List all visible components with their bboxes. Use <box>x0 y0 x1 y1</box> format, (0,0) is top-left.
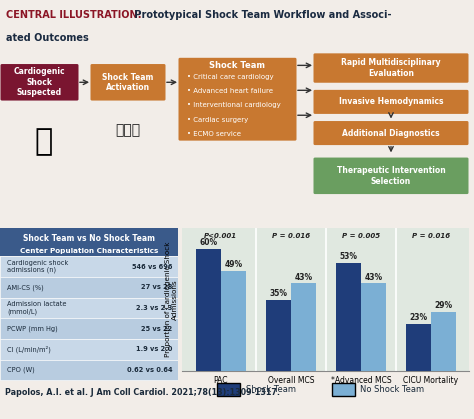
Text: Shock Team
Activation: Shock Team Activation <box>102 72 154 92</box>
FancyBboxPatch shape <box>0 360 178 380</box>
Text: Shock Team: Shock Team <box>209 61 265 70</box>
FancyBboxPatch shape <box>0 318 178 339</box>
Bar <box>431 312 456 371</box>
Text: P = 0.016: P = 0.016 <box>412 233 450 239</box>
Text: Cardiogenic Shock
Suspected: Cardiogenic Shock Suspected <box>14 67 65 97</box>
Bar <box>336 263 361 371</box>
Text: AMI-CS (%): AMI-CS (%) <box>7 284 44 290</box>
Text: Center Population Characteristics: Center Population Characteristics <box>20 248 158 254</box>
Text: ated Outcomes: ated Outcomes <box>6 33 89 43</box>
Text: 43%: 43% <box>294 273 312 282</box>
Text: 🫀: 🫀 <box>35 127 53 156</box>
Text: 👤👤👤: 👤👤👤 <box>116 123 141 137</box>
FancyBboxPatch shape <box>217 383 240 396</box>
Text: • Advanced heart failure: • Advanced heart failure <box>187 88 273 94</box>
Text: 60%: 60% <box>199 238 217 247</box>
Text: No Shock Team: No Shock Team <box>360 385 424 394</box>
Text: Cardiogenic shock
admissions (n): Cardiogenic shock admissions (n) <box>7 260 68 273</box>
Text: P = 0.016: P = 0.016 <box>272 233 310 239</box>
Text: CPO (W): CPO (W) <box>7 367 35 373</box>
Text: 2.3 vs 2.3: 2.3 vs 2.3 <box>136 305 173 311</box>
Bar <box>291 283 316 371</box>
Text: • ECMO service: • ECMO service <box>187 131 241 137</box>
Text: 0.62 vs 0.64: 0.62 vs 0.64 <box>127 367 173 373</box>
FancyBboxPatch shape <box>313 158 468 194</box>
Text: 29%: 29% <box>435 301 453 310</box>
Bar <box>361 283 386 371</box>
FancyBboxPatch shape <box>313 53 468 83</box>
Text: Additional Diagnostics: Additional Diagnostics <box>342 129 440 137</box>
FancyBboxPatch shape <box>313 121 468 145</box>
Text: P<0.001: P<0.001 <box>204 233 237 239</box>
Text: • Cardiac surgery: • Cardiac surgery <box>187 117 248 123</box>
Text: Therapeutic Intervention
Selection: Therapeutic Intervention Selection <box>337 166 446 186</box>
Text: 43%: 43% <box>365 273 383 282</box>
Text: Papolos, A.I. et al. J Am Coll Cardiol. 2021;78(13):1309-1317.: Papolos, A.I. et al. J Am Coll Cardiol. … <box>5 388 280 397</box>
FancyBboxPatch shape <box>0 228 178 256</box>
FancyBboxPatch shape <box>332 383 355 396</box>
Text: 546 vs 696: 546 vs 696 <box>132 264 173 269</box>
Text: CENTRAL ILLUSTRATION:: CENTRAL ILLUSTRATION: <box>6 10 141 20</box>
Text: 1.9 vs 2.0: 1.9 vs 2.0 <box>136 346 173 352</box>
FancyBboxPatch shape <box>0 339 178 360</box>
Text: Rapid Multidisciplinary
Evaluation: Rapid Multidisciplinary Evaluation <box>341 58 441 78</box>
Bar <box>221 271 246 371</box>
FancyBboxPatch shape <box>2 103 87 179</box>
FancyBboxPatch shape <box>0 256 178 277</box>
FancyBboxPatch shape <box>0 64 79 101</box>
Text: Invasive Hemodynamics: Invasive Hemodynamics <box>339 97 443 106</box>
Text: 27 vs 28: 27 vs 28 <box>141 284 173 290</box>
Bar <box>265 300 291 371</box>
FancyBboxPatch shape <box>313 90 468 114</box>
Bar <box>406 324 431 371</box>
FancyBboxPatch shape <box>0 277 178 297</box>
Text: 49%: 49% <box>224 261 242 269</box>
Text: Shock Team: Shock Team <box>246 385 296 394</box>
Text: P = 0.005: P = 0.005 <box>342 233 380 239</box>
Text: 53%: 53% <box>339 252 357 261</box>
Bar <box>195 249 221 371</box>
Text: Shock Team vs No Shock Team: Shock Team vs No Shock Team <box>23 234 155 243</box>
Text: 23%: 23% <box>410 313 428 322</box>
FancyBboxPatch shape <box>179 58 297 141</box>
Text: Prototypical Shock Team Workflow and Associ-: Prototypical Shock Team Workflow and Ass… <box>131 10 392 20</box>
Text: • Critical care cardiology: • Critical care cardiology <box>187 74 273 80</box>
Text: 35%: 35% <box>269 289 287 298</box>
Text: PCWP (mm Hg): PCWP (mm Hg) <box>7 326 58 332</box>
Text: Admission lactate
(mmol/L): Admission lactate (mmol/L) <box>7 301 67 315</box>
Text: • Interventional cardiology: • Interventional cardiology <box>187 103 281 109</box>
Text: CI (L/min/m²): CI (L/min/m²) <box>7 346 51 353</box>
FancyBboxPatch shape <box>0 297 178 318</box>
FancyBboxPatch shape <box>91 64 165 101</box>
Text: 25 vs 22: 25 vs 22 <box>141 326 173 331</box>
Y-axis label: Proportion of Cardiogenic Shock
Admissions: Proportion of Cardiogenic Shock Admissio… <box>165 242 178 357</box>
